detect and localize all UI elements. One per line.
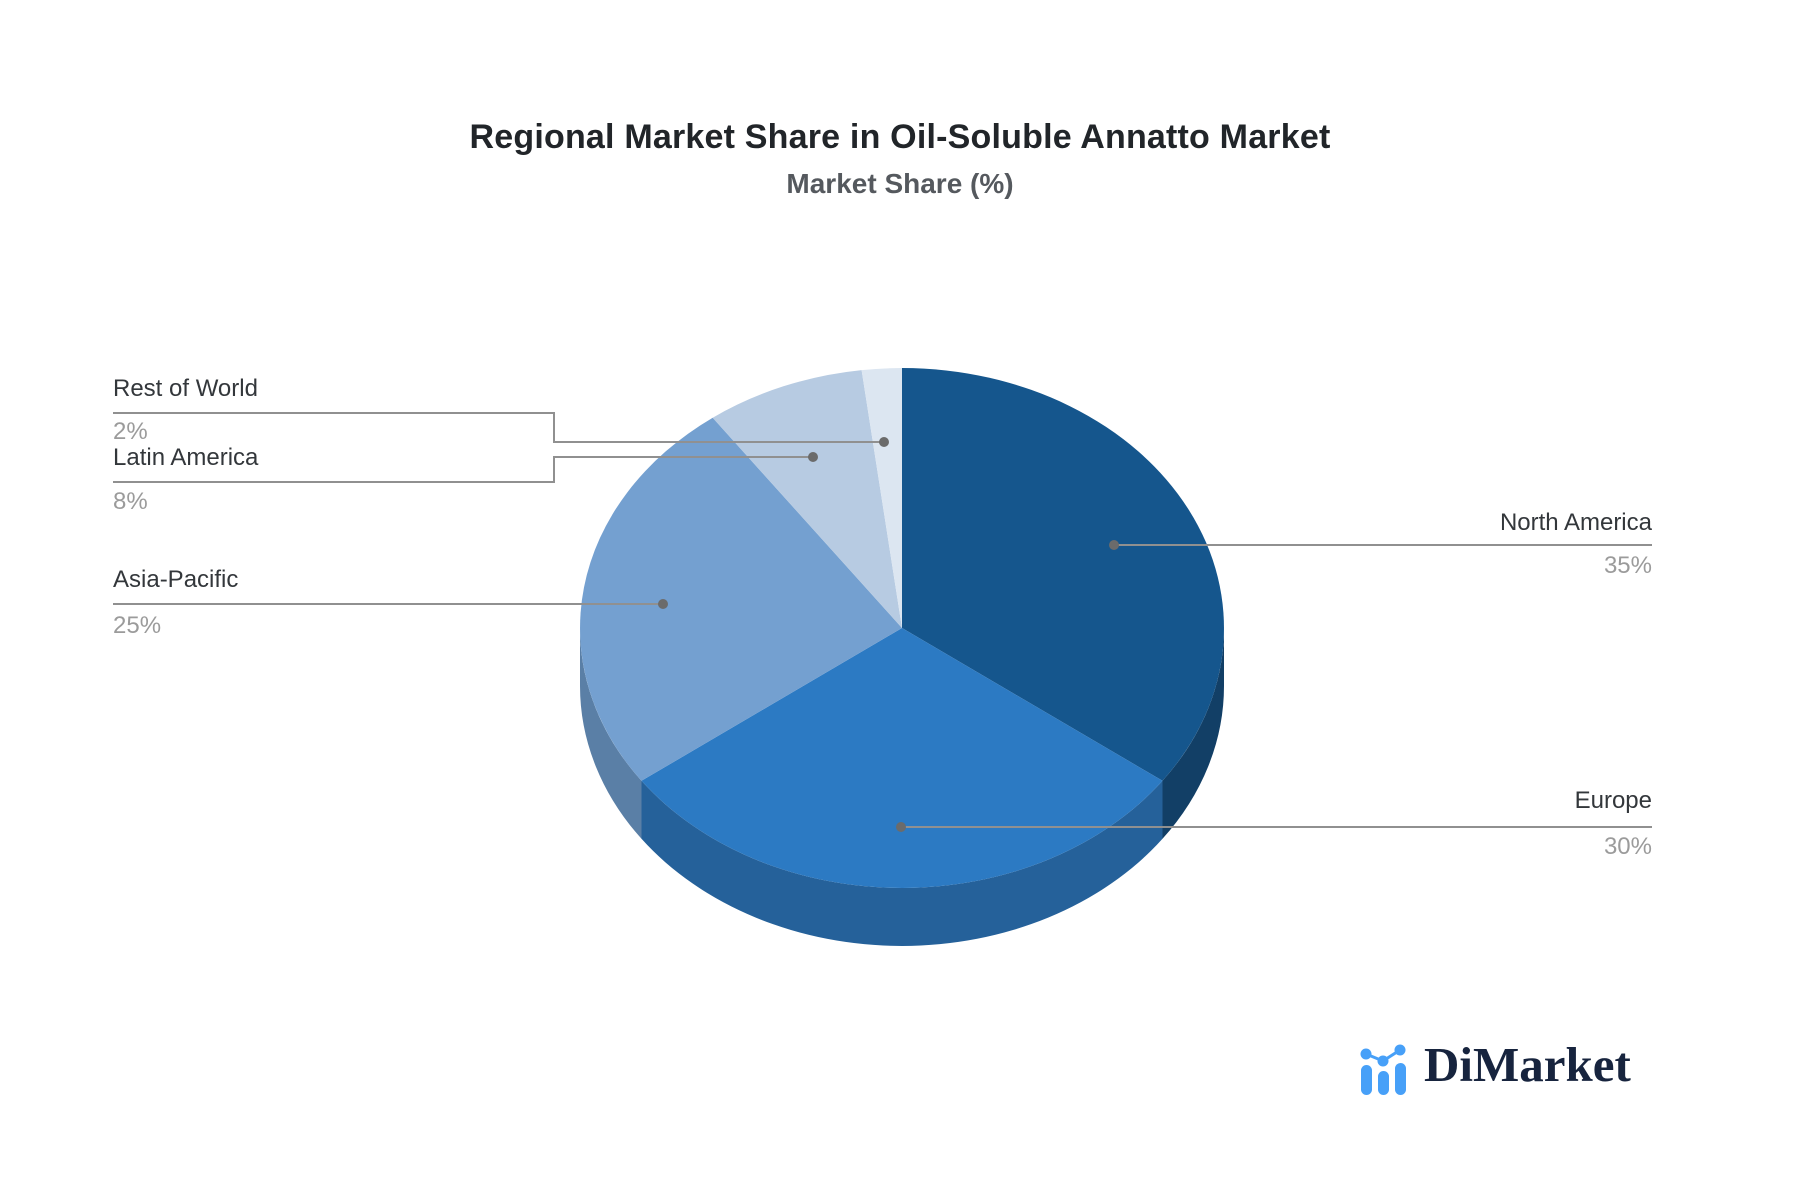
pie-side-asia-pacific <box>580 628 642 839</box>
label-latin-america: Latin America <box>113 444 259 471</box>
connector-dots <box>658 437 1119 832</box>
pie-slice-rest-of-world[interactable] <box>861 368 902 628</box>
pie-slice-latin-america[interactable] <box>712 370 902 628</box>
value-north-america: 35% <box>1603 552 1652 579</box>
bar-line-chart-icon <box>1360 1044 1406 1095</box>
dot-north-america <box>1109 540 1119 550</box>
pie-side-north-america <box>1162 628 1224 839</box>
dot-rest-of-world <box>879 437 889 447</box>
label-europe: Europe <box>1574 787 1652 814</box>
dot-europe <box>896 822 906 832</box>
connector-latin-america <box>113 456 813 483</box>
pie-side-europe <box>641 780 1163 946</box>
pie-slice-north-america[interactable] <box>902 368 1224 781</box>
label-rest-of-world: Rest of World <box>113 375 258 402</box>
label-connectors <box>113 412 1652 828</box>
dimarket-logo: DiMarket <box>1358 1036 1631 1098</box>
pie-3d-sides <box>580 628 1224 946</box>
connector-rest-of-world <box>113 412 884 443</box>
chart-subtitle: Market Share (%) <box>786 168 1014 199</box>
pie-slice-europe[interactable] <box>641 628 1163 888</box>
chart-title: Regional Market Share in Oil-Soluble Ann… <box>469 118 1331 156</box>
value-asia-pacific: 25% <box>113 612 162 639</box>
logo-text: DiMarket <box>1424 1037 1631 1092</box>
value-latin-america: 8% <box>113 488 148 515</box>
pie-slice-asia-pacific[interactable] <box>580 417 902 781</box>
value-rest-of-world: 2% <box>113 418 148 445</box>
value-europe: 30% <box>1603 833 1652 860</box>
dot-asia-pacific <box>658 599 668 609</box>
pie-slices <box>580 368 1224 888</box>
label-asia-pacific: Asia-Pacific <box>113 566 239 593</box>
label-north-america: North America <box>1499 509 1652 536</box>
dot-latin-america <box>808 452 818 462</box>
